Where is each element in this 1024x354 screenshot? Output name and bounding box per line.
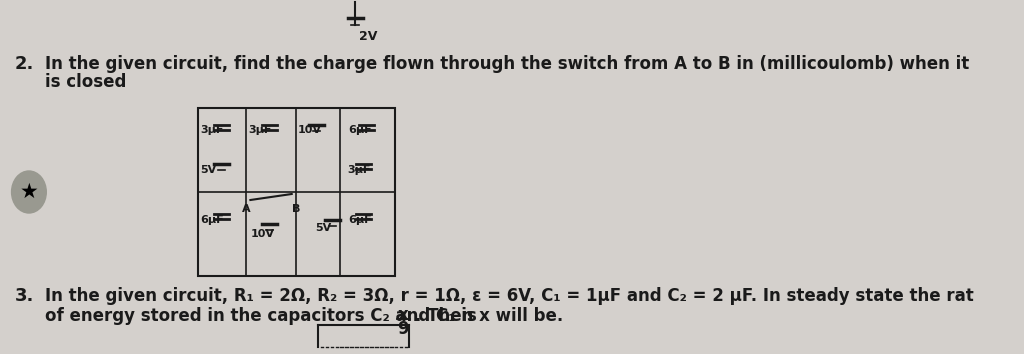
Text: 5V: 5V	[315, 223, 332, 233]
Text: is closed: is closed	[45, 73, 127, 91]
Text: 2.: 2.	[15, 55, 34, 73]
Text: 6μF: 6μF	[200, 215, 223, 225]
Text: ★: ★	[19, 182, 38, 202]
Text: x: x	[398, 306, 409, 324]
Text: In the given circuit, find the charge flown through the switch from A to B in (m: In the given circuit, find the charge fl…	[45, 55, 970, 73]
Text: 3μF: 3μF	[200, 125, 223, 135]
Text: 6μF: 6μF	[349, 215, 373, 225]
Text: A: A	[242, 204, 251, 214]
Text: 5V: 5V	[200, 165, 216, 175]
Bar	[199, 108, 395, 276]
Text: 3μF: 3μF	[248, 125, 271, 135]
Text: 3.: 3.	[15, 287, 34, 305]
Text: 9: 9	[397, 320, 410, 338]
Text: 10V: 10V	[251, 229, 274, 239]
Text: 3μF: 3μF	[347, 165, 371, 175]
Text: of energy stored in the capacitors C₂ and C₁ is: of energy stored in the capacitors C₂ an…	[45, 307, 477, 325]
Text: 2V: 2V	[359, 30, 378, 43]
Circle shape	[11, 171, 46, 213]
Text: In the given circuit, R₁ = 2Ω, R₂ = 3Ω, r = 1Ω, ε = 6V, C₁ = 1μF and C₂ = 2 μF. : In the given circuit, R₁ = 2Ω, R₂ = 3Ω, …	[45, 287, 974, 305]
Text: . Then x will be.: . Then x will be.	[415, 307, 563, 325]
Text: B: B	[292, 204, 300, 214]
Text: 6μF: 6μF	[349, 125, 373, 135]
Text: 10V: 10V	[298, 125, 322, 135]
